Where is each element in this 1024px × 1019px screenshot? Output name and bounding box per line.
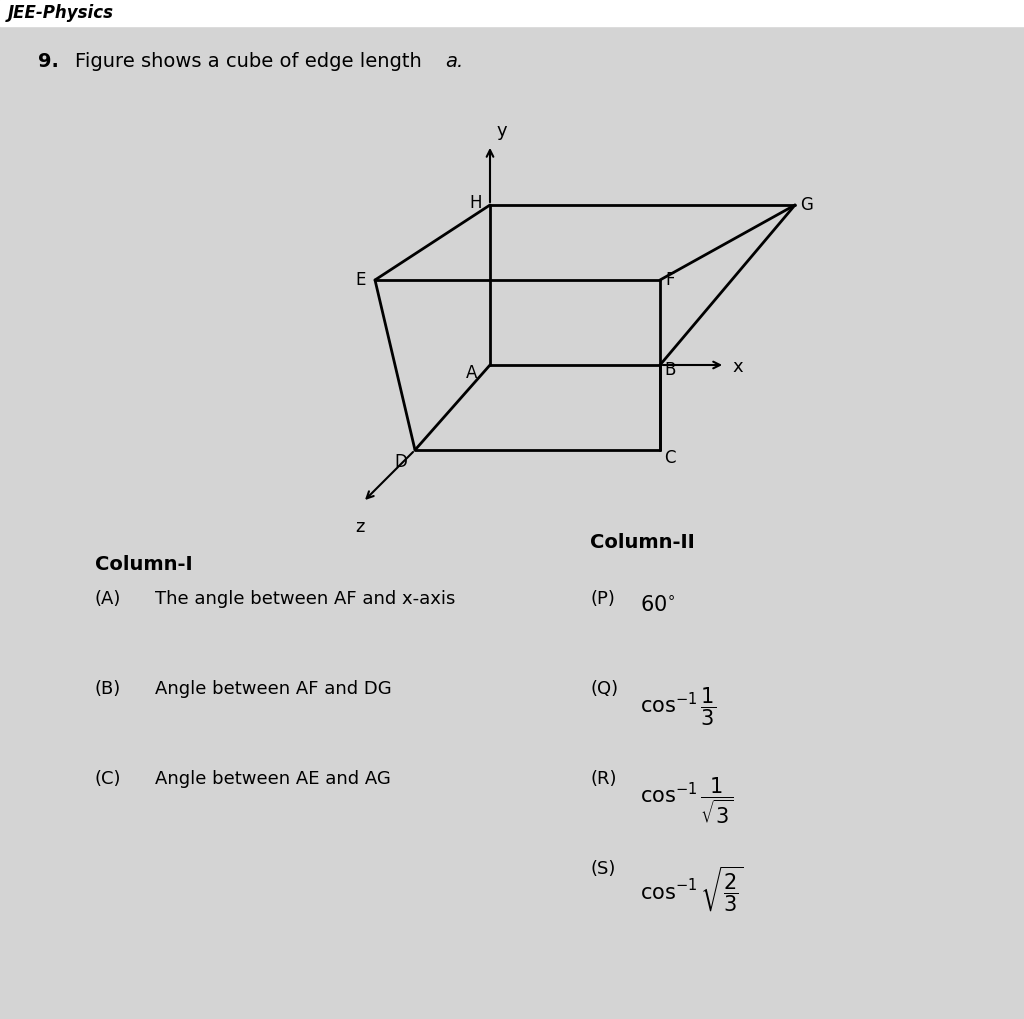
Text: x: x [732, 358, 742, 376]
Text: (C): (C) [95, 770, 122, 788]
Text: Figure shows a cube of edge length: Figure shows a cube of edge length [75, 52, 428, 71]
Text: $\cos^{-1}\dfrac{1}{\sqrt{3}}$: $\cos^{-1}\dfrac{1}{\sqrt{3}}$ [640, 775, 734, 825]
Text: H: H [470, 194, 482, 212]
Text: $\cos^{-1}\dfrac{1}{3}$: $\cos^{-1}\dfrac{1}{3}$ [640, 685, 716, 728]
Text: (A): (A) [95, 590, 122, 608]
Text: The angle between AF and x-axis: The angle between AF and x-axis [155, 590, 456, 608]
Text: (P): (P) [590, 590, 614, 608]
Text: JEE-Physics: JEE-Physics [8, 4, 114, 22]
Text: (Q): (Q) [590, 680, 618, 698]
Text: C: C [665, 449, 676, 467]
Text: z: z [355, 518, 365, 536]
Text: $60^{\circ}$: $60^{\circ}$ [640, 595, 676, 615]
Text: G: G [801, 196, 813, 214]
Text: D: D [394, 453, 408, 471]
Text: Angle between AE and AG: Angle between AE and AG [155, 770, 391, 788]
Text: y: y [497, 122, 508, 140]
Text: Column-II: Column-II [590, 533, 694, 552]
Text: B: B [665, 361, 676, 379]
Text: (S): (S) [590, 860, 615, 878]
Text: 9.: 9. [38, 52, 58, 71]
Text: E: E [355, 271, 367, 289]
Text: Column-I: Column-I [95, 555, 193, 574]
Text: $\cos^{-1}\sqrt{\dfrac{2}{3}}$: $\cos^{-1}\sqrt{\dfrac{2}{3}}$ [640, 865, 743, 914]
Bar [0, 0, 1024, 26]
Text: (B): (B) [95, 680, 121, 698]
Text: F: F [666, 271, 675, 289]
Text: A: A [466, 364, 477, 382]
Text: Angle between AF and DG: Angle between AF and DG [155, 680, 391, 698]
Text: (R): (R) [590, 770, 616, 788]
Text: a.: a. [445, 52, 463, 71]
